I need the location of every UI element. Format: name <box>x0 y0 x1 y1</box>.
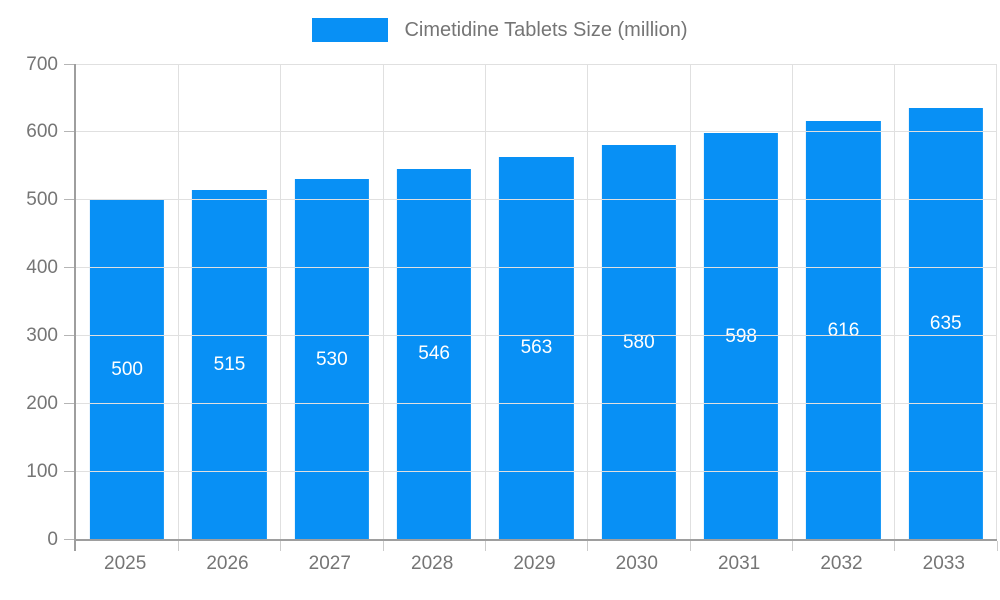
category-grid-line <box>177 64 179 539</box>
bar-2030: 580 <box>601 145 676 539</box>
y-axis-tick <box>64 402 74 404</box>
category-grid-line <box>689 64 691 539</box>
bar-value-label: 530 <box>315 348 348 370</box>
y-grid-line <box>76 402 997 404</box>
x-tick-label: 2027 <box>308 553 351 574</box>
bar-value-label: 546 <box>418 343 450 365</box>
category-grid-line <box>894 64 896 539</box>
x-tick-label: 2025 <box>104 553 147 574</box>
y-axis-labels: 0 100 200 300 400 500 600 700 <box>0 55 58 549</box>
y-grid-line <box>76 199 997 201</box>
legend-swatch <box>312 18 389 42</box>
x-axis-tick <box>280 541 282 551</box>
bar-value-label: 635 <box>929 313 962 335</box>
bar-2033: 635 <box>908 108 983 539</box>
y-axis-tick <box>64 131 74 133</box>
bar-slot: 563 <box>485 64 587 539</box>
bar-slot: 546 <box>383 64 485 539</box>
bar-2026: 515 <box>192 189 267 539</box>
y-axis-tick <box>64 538 74 540</box>
legend-label: Cimetidine Tablets Size (million) <box>404 18 688 41</box>
x-tick-label: 2030 <box>615 553 658 574</box>
bar-2029: 563 <box>499 156 574 539</box>
y-tick-label: 100 <box>26 460 58 482</box>
y-tick-label: 500 <box>26 189 58 211</box>
y-grid-line <box>76 267 997 269</box>
bar-value-label: 580 <box>622 331 655 353</box>
x-axis-tick <box>689 541 691 551</box>
bar-2032: 616 <box>806 121 881 539</box>
category-grid-line <box>996 64 997 539</box>
bar-slot: 500 <box>76 64 178 539</box>
y-tick-label: 400 <box>26 257 58 279</box>
category-grid-line <box>280 64 282 539</box>
x-axis-tick <box>177 541 179 551</box>
x-tick-label: 2033 <box>922 553 965 574</box>
bar-slot: 580 <box>588 64 690 539</box>
plot-area: 500 515 530 546 563 580 598 616 635 <box>64 63 998 551</box>
bar-value-label: 598 <box>725 325 757 347</box>
y-grid-line <box>76 63 997 65</box>
y-tick-label: 700 <box>26 53 58 75</box>
x-axis-tick <box>996 541 998 551</box>
bar-value-label: 616 <box>827 319 860 341</box>
y-tick-label: 0 <box>47 528 58 550</box>
x-axis-tick <box>74 541 76 551</box>
bar-2025: 500 <box>90 199 165 539</box>
bar-slot: 635 <box>895 64 997 539</box>
bar-slots: 500 515 530 546 563 580 598 616 635 <box>76 64 997 539</box>
x-axis-tick <box>382 541 384 551</box>
y-tick-label: 600 <box>26 121 58 143</box>
x-axis-tick <box>587 541 589 551</box>
y-tick-label: 200 <box>26 392 58 414</box>
y-axis-tick <box>64 470 74 472</box>
bar-slot: 598 <box>690 64 792 539</box>
x-axis-tick <box>484 541 486 551</box>
category-grid-line <box>791 64 793 539</box>
y-axis-tick <box>64 63 74 65</box>
y-grid-line <box>76 334 997 336</box>
category-grid-line <box>587 64 589 539</box>
bar-slot: 616 <box>792 64 894 539</box>
bar-value-label: 515 <box>213 353 246 375</box>
x-axis-tick <box>894 541 896 551</box>
bar-value-label: 563 <box>520 337 553 359</box>
bar-value-label: 500 <box>111 358 143 380</box>
x-tick-label: 2031 <box>717 553 761 574</box>
y-grid-line <box>76 470 997 472</box>
category-grid-line <box>382 64 384 539</box>
x-axis-labels: 2025 2026 2027 2028 2029 2030 2031 2032 2033 <box>74 553 995 575</box>
x-tick-label: 2026 <box>206 553 249 574</box>
bar-2027: 530 <box>294 179 369 539</box>
bar-slot: 515 <box>178 64 280 539</box>
x-tick-label: 2028 <box>411 553 454 574</box>
y-axis-tick <box>64 199 74 201</box>
x-tick-label: 2029 <box>513 553 556 574</box>
bar-slot: 530 <box>281 64 383 539</box>
bar-2031: 598 <box>704 133 779 539</box>
y-grid-line <box>76 131 997 133</box>
y-axis-tick <box>64 267 74 269</box>
category-grid-line <box>484 64 486 539</box>
x-axis-tick <box>791 541 793 551</box>
y-axis-tick <box>64 334 74 336</box>
bar-2028: 546 <box>397 168 472 539</box>
x-tick-label: 2032 <box>820 553 863 574</box>
y-tick-label: 300 <box>26 324 58 346</box>
legend: Cimetidine Tablets Size (million) <box>0 18 1000 42</box>
